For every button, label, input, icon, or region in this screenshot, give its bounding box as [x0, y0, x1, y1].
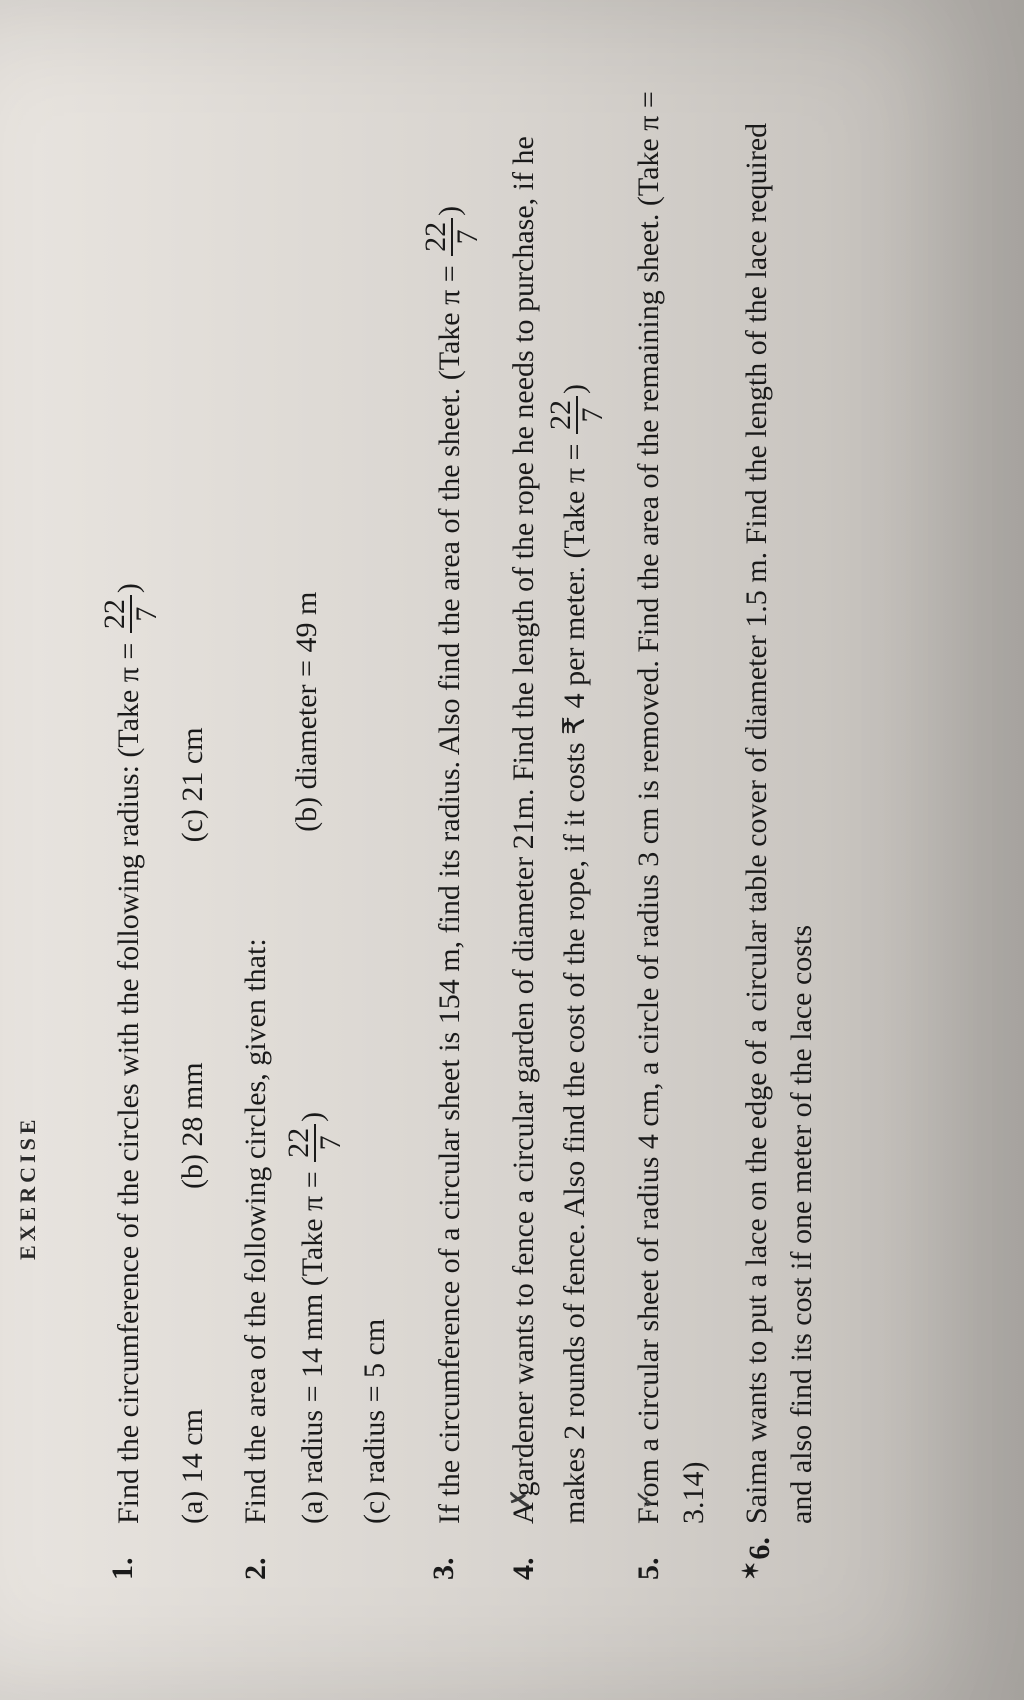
questions-content: 1. Find the circumference of the circles… [100, 90, 824, 1580]
question-3: 3. If the circumference of a circular sh… [421, 90, 483, 1580]
question-text: From a circular sheet of radius 4 cm, a … [632, 91, 710, 1524]
options-row: (a) 14 cm (b) 28 mm (c) 21 cm [170, 90, 215, 1524]
question-body: Find the area of the following circles, … [233, 90, 403, 1524]
check-icon: ✗ [501, 1488, 540, 1510]
options-right: (b) diameter = 49 m [284, 592, 403, 832]
question-text: Find the area of the following circles, … [239, 938, 272, 1524]
question-number: 5. [626, 1524, 716, 1580]
question-number: 3. [421, 1524, 483, 1580]
pi-fraction: 227 [100, 595, 162, 633]
question-body: If the circumference of a circular sheet… [421, 90, 483, 1524]
question-number: 1. [100, 1524, 215, 1580]
question-6: ✶6. Saima wants to put a lace on the edg… [734, 90, 824, 1580]
question-number: ✶6. [734, 1524, 824, 1580]
exercise-header: EXERCISE [15, 1116, 41, 1260]
option-a: (a) radius = 14 mm (Take π = 227) [284, 1112, 346, 1524]
question-text: Find the circumference of the circles wi… [112, 635, 145, 1524]
question-body: A gardener wants to fence a circular gar… [501, 90, 608, 1524]
option-c: (c) radius = 5 cm [352, 1112, 397, 1524]
question-text: A gardener wants to fence a circular gar… [507, 136, 591, 1524]
question-number: 2. [233, 1524, 403, 1580]
textbook-page: EXERCISE 1. Find the circumference of th… [0, 0, 1024, 1700]
option-b: (b) diameter = 49 m [284, 592, 329, 832]
question-body: Find the circumference of the circles wi… [100, 90, 215, 1524]
question-5: ✓ 5. From a circular sheet of radius 4 c… [626, 90, 716, 1580]
pi-fraction: 227 [546, 396, 608, 434]
star-icon: ✶ [738, 1562, 763, 1580]
pi-fraction: 227 [421, 218, 483, 256]
pi-fraction: 227 [284, 1124, 346, 1162]
option-c: (c) 21 cm [170, 727, 215, 842]
question-body: Saima wants to put a lace on the edge of… [734, 90, 824, 1524]
question-4: ✗ 4. A gardener wants to fence a circula… [501, 90, 608, 1580]
options-two-col: (a) radius = 14 mm (Take π = 227) (c) ra… [284, 90, 403, 1524]
check-icon: ✓ [626, 1488, 665, 1510]
option-b: (b) 28 mm [170, 1062, 215, 1189]
question-text: Saima wants to put a lace on the edge of… [740, 123, 818, 1524]
question-number: 4. [501, 1524, 608, 1580]
question-text: If the circumference of a circular sheet… [433, 258, 466, 1524]
question-body: From a circular sheet of radius 4 cm, a … [626, 90, 716, 1524]
options-left: (a) radius = 14 mm (Take π = 227) (c) ra… [284, 1112, 403, 1524]
question-1: 1. Find the circumference of the circles… [100, 90, 215, 1580]
question-2: 2. Find the area of the following circle… [233, 90, 403, 1580]
option-a: (a) 14 cm [170, 1409, 215, 1524]
